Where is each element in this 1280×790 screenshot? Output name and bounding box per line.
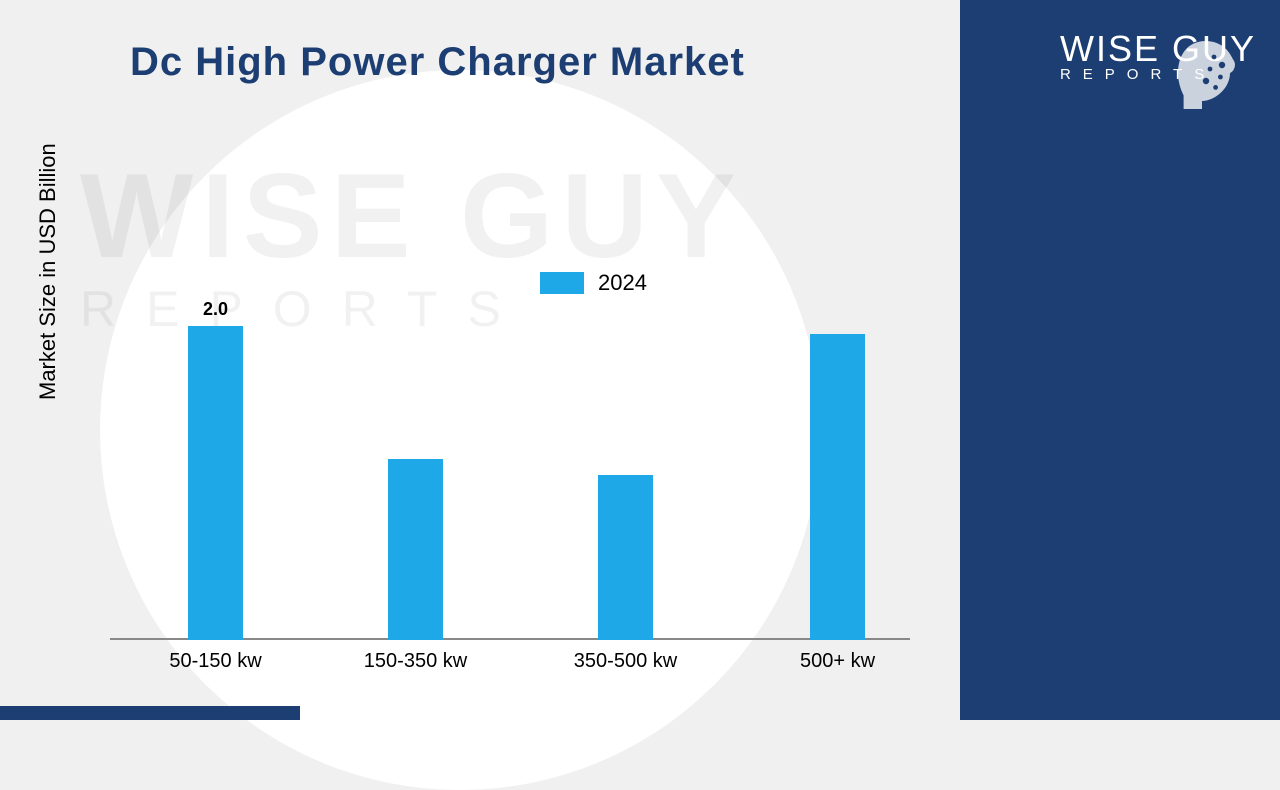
y-axis-label: Market Size in USD Billion (35, 143, 61, 400)
category-label: 150-350 kw (364, 650, 467, 673)
legend: 2024 (540, 270, 647, 296)
category-label: 50-150 kw (169, 650, 261, 673)
plot-area: 2.050-150 kw150-350 kw350-500 kw500+ kw (110, 310, 910, 640)
head-icon (1166, 33, 1246, 113)
bottom-accent-bar (0, 706, 300, 720)
category-label: 350-500 kw (574, 650, 677, 673)
chart-area: WISE GUY REPORTS Dc High Power Charger M… (0, 0, 960, 720)
legend-swatch (540, 272, 584, 294)
bar-value-label: 2.0 (203, 299, 228, 320)
legend-label: 2024 (598, 270, 647, 296)
brand-sidebar: WISE GUY REPORTS (960, 0, 1280, 720)
bar (388, 459, 443, 640)
brand-logo: WISE GUY REPORTS (1060, 28, 1256, 83)
bar (598, 475, 653, 640)
chart-title: Dc High Power Charger Market (130, 40, 745, 85)
bar (810, 334, 865, 640)
bar (188, 326, 243, 640)
category-label: 500+ kw (800, 650, 875, 673)
